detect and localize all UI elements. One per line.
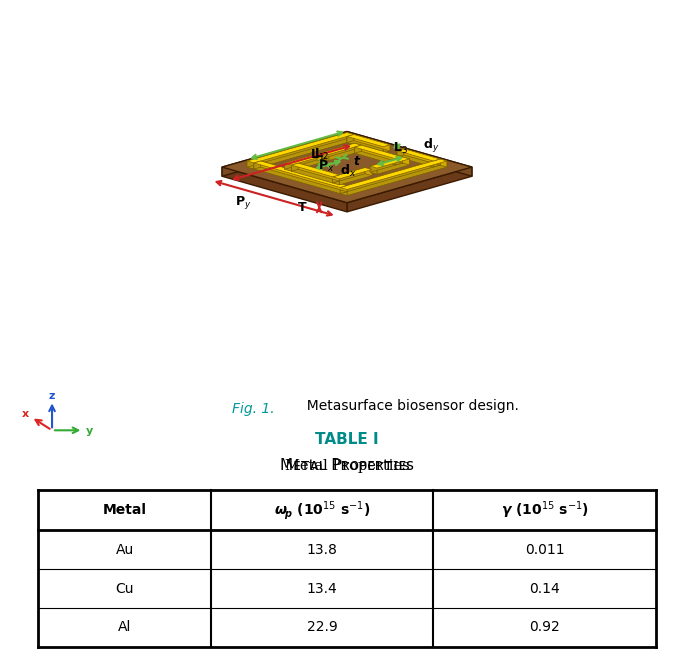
Polygon shape <box>370 166 377 174</box>
Polygon shape <box>396 157 403 165</box>
Polygon shape <box>247 161 254 169</box>
Text: L$_1$: L$_1$ <box>310 148 325 164</box>
Text: T: T <box>298 201 306 214</box>
Polygon shape <box>261 161 347 192</box>
Polygon shape <box>285 163 291 171</box>
Polygon shape <box>370 157 409 168</box>
Polygon shape <box>332 177 339 185</box>
Polygon shape <box>322 143 362 154</box>
Text: TABLE I: TABLE I <box>315 432 379 447</box>
Text: 13.4: 13.4 <box>307 581 338 596</box>
Polygon shape <box>222 132 472 203</box>
Polygon shape <box>285 154 324 165</box>
Polygon shape <box>254 161 261 169</box>
Polygon shape <box>355 143 362 151</box>
Polygon shape <box>370 157 403 172</box>
Text: P$_x$: P$_x$ <box>318 160 335 175</box>
Text: 0.011: 0.011 <box>525 543 564 557</box>
Polygon shape <box>285 154 317 169</box>
Polygon shape <box>355 145 362 153</box>
Polygon shape <box>397 149 404 157</box>
Polygon shape <box>339 169 372 185</box>
Polygon shape <box>433 159 440 167</box>
Polygon shape <box>222 132 347 176</box>
Polygon shape <box>340 159 440 193</box>
Polygon shape <box>354 134 390 151</box>
Polygon shape <box>397 149 440 161</box>
Text: y: y <box>86 426 93 436</box>
Polygon shape <box>347 132 472 176</box>
Polygon shape <box>365 167 372 175</box>
Text: Metal Properties: Metal Properties <box>285 459 409 473</box>
Polygon shape <box>291 163 298 171</box>
Polygon shape <box>347 134 390 147</box>
Polygon shape <box>355 147 396 165</box>
Polygon shape <box>329 145 362 160</box>
Polygon shape <box>340 185 347 193</box>
Text: 13.8: 13.8 <box>307 543 338 557</box>
Text: Metal: Metal <box>103 503 146 518</box>
Polygon shape <box>404 149 440 165</box>
Polygon shape <box>347 167 472 212</box>
Text: Mᴇᴛᴀʟ Pʀᴏᴘᴇʀᴛɪᴇѕ: Mᴇᴛᴀʟ Pʀᴏᴘᴇʀᴛɪᴇѕ <box>280 457 414 473</box>
Polygon shape <box>347 132 354 140</box>
Polygon shape <box>322 152 329 160</box>
Text: $\boldsymbol{\gamma}$ (10$^{15}$ s$^{-1}$): $\boldsymbol{\gamma}$ (10$^{15}$ s$^{-1}… <box>500 500 589 521</box>
Polygon shape <box>247 132 354 163</box>
Polygon shape <box>291 163 339 177</box>
Text: $\boldsymbol{\omega}_{\!\boldsymbol{p}}$ (10$^{15}$ s$^{-1}$): $\boldsymbol{\omega}_{\!\boldsymbol{p}}$… <box>274 499 371 522</box>
Text: L$_2$: L$_2$ <box>314 147 329 162</box>
Text: Metasurface biosensor design.: Metasurface biosensor design. <box>298 399 519 413</box>
Polygon shape <box>340 159 447 189</box>
Polygon shape <box>322 143 355 159</box>
Text: t: t <box>353 155 359 168</box>
Polygon shape <box>347 134 354 142</box>
Polygon shape <box>440 159 447 167</box>
Polygon shape <box>347 136 383 153</box>
Polygon shape <box>377 159 409 174</box>
Text: 0.92: 0.92 <box>530 620 560 634</box>
Polygon shape <box>362 145 403 163</box>
Polygon shape <box>355 145 403 159</box>
Polygon shape <box>254 134 354 169</box>
Polygon shape <box>247 132 347 167</box>
Polygon shape <box>403 157 409 165</box>
Polygon shape <box>254 163 340 193</box>
Text: L$_3$: L$_3$ <box>393 141 407 156</box>
Polygon shape <box>340 187 347 195</box>
Polygon shape <box>254 161 347 187</box>
Polygon shape <box>397 151 433 167</box>
Polygon shape <box>332 167 372 179</box>
Polygon shape <box>332 175 339 183</box>
Text: Al: Al <box>118 620 131 634</box>
Text: Cu: Cu <box>115 581 134 596</box>
Polygon shape <box>332 167 365 183</box>
Text: z: z <box>49 391 56 401</box>
Text: d$_y$: d$_y$ <box>423 137 440 155</box>
Text: P$_y$: P$_y$ <box>235 194 251 211</box>
Polygon shape <box>291 165 332 183</box>
Text: d$_x$: d$_x$ <box>339 163 356 179</box>
Polygon shape <box>298 163 339 181</box>
Text: 22.9: 22.9 <box>307 620 338 634</box>
Text: 0.14: 0.14 <box>530 581 560 596</box>
Polygon shape <box>222 167 347 212</box>
Polygon shape <box>383 145 390 153</box>
Polygon shape <box>317 154 324 162</box>
Text: x: x <box>22 409 28 420</box>
Text: Fig. 1.: Fig. 1. <box>232 402 275 416</box>
Polygon shape <box>291 156 324 171</box>
Text: Au: Au <box>115 543 134 557</box>
Polygon shape <box>347 161 447 195</box>
